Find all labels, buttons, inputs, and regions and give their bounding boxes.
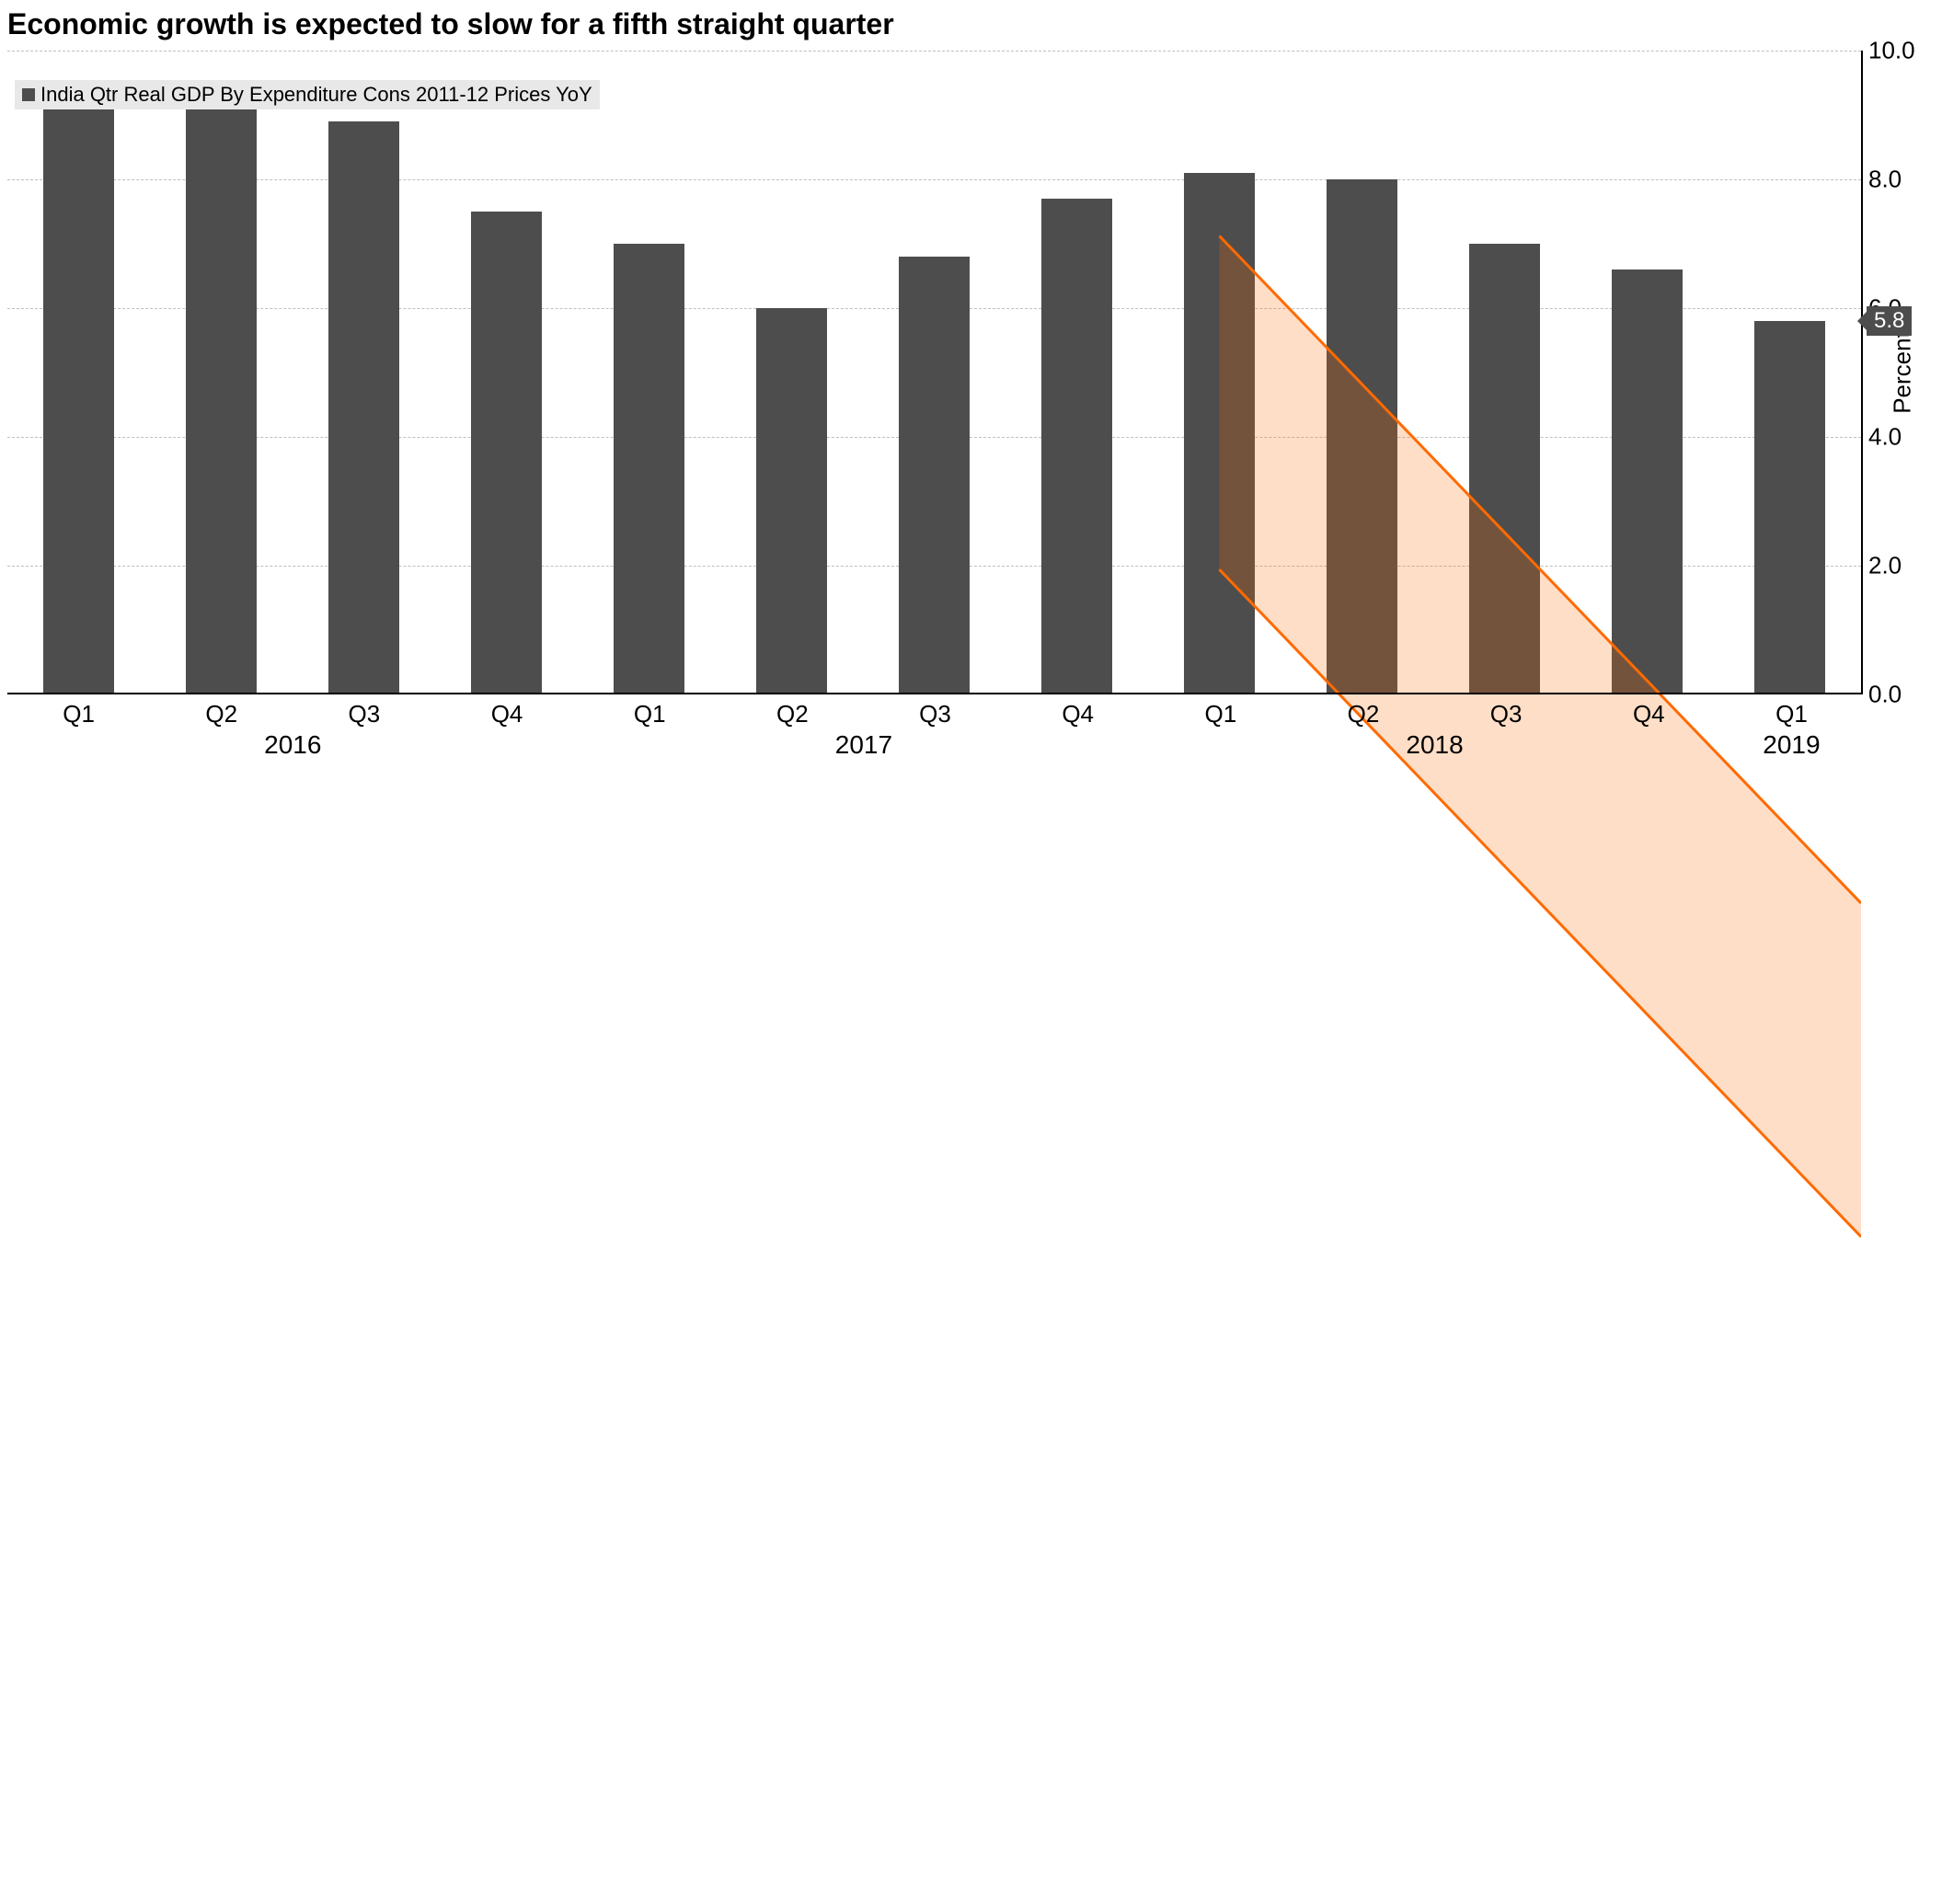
y-tick-label: 10.0 (1868, 37, 1915, 65)
x-quarter-label: Q3 (864, 700, 1006, 728)
bar (1041, 199, 1113, 694)
x-quarter-label: Q1 (579, 700, 721, 728)
x-year-label: 2018 (1406, 730, 1463, 760)
bar (614, 244, 685, 694)
x-quarter-label: Q4 (1006, 700, 1149, 728)
value-callout: 5.8 (1867, 306, 1912, 336)
legend-label: India Qtr Real GDP By Expenditure Cons 2… (40, 83, 592, 107)
legend-swatch (22, 88, 35, 101)
x-quarter-label: Q4 (435, 700, 578, 728)
x-quarter-label: Q4 (1578, 700, 1720, 728)
x-quarter-label: Q1 (1149, 700, 1292, 728)
bar (756, 308, 828, 694)
bar (1327, 179, 1398, 694)
y-tick-label: 8.0 (1868, 166, 1902, 194)
x-axis: Q1Q2Q3Q4Q1Q2Q3Q4Q1Q2Q3Q4Q1 2016201720182… (7, 700, 1863, 758)
bar (471, 212, 543, 694)
x-baseline (7, 693, 1861, 694)
bar (1754, 321, 1826, 694)
legend: India Qtr Real GDP By Expenditure Cons 2… (15, 80, 600, 109)
plot-wrapper: India Qtr Real GDP By Expenditure Cons 2… (7, 51, 1927, 694)
bar (1184, 173, 1256, 694)
x-quarter-label: Q2 (1292, 700, 1434, 728)
bar (328, 121, 400, 694)
x-year-label: 2017 (835, 730, 892, 760)
x-year-label: 2019 (1763, 730, 1820, 760)
bar (186, 89, 258, 694)
x-year-labels: 2016 2017 2018 2019 (7, 730, 1863, 758)
bar (43, 102, 115, 694)
y-tick-label: 2.0 (1868, 552, 1902, 580)
x-quarter-label: Q3 (293, 700, 435, 728)
bar (1469, 244, 1541, 694)
chart-title: Economic growth is expected to slow for … (7, 7, 1927, 41)
x-quarter-label: Q1 (1720, 700, 1863, 728)
y-tick-label: 4.0 (1868, 423, 1902, 452)
x-quarter-label: Q3 (1435, 700, 1578, 728)
y-tick-label: 0.0 (1868, 681, 1902, 709)
gdp-chart: Economic growth is expected to slow for … (7, 7, 1927, 758)
callout-text: 5.8 (1874, 308, 1904, 334)
x-year-label: 2016 (264, 730, 321, 760)
bar (899, 257, 971, 694)
plot-area: India Qtr Real GDP By Expenditure Cons 2… (7, 51, 1863, 694)
y-axis: 5.8 Percent 0.02.04.06.08.010.0 (1863, 51, 1927, 694)
x-quarter-label: Q1 (7, 700, 150, 728)
x-quarter-label: Q2 (150, 700, 293, 728)
y-axis-label: Percent (1889, 331, 1917, 414)
bar (1612, 270, 1683, 694)
x-quarter-label: Q2 (721, 700, 864, 728)
bars-group (7, 51, 1861, 694)
x-quarter-labels: Q1Q2Q3Q4Q1Q2Q3Q4Q1Q2Q3Q4Q1 (7, 700, 1863, 728)
